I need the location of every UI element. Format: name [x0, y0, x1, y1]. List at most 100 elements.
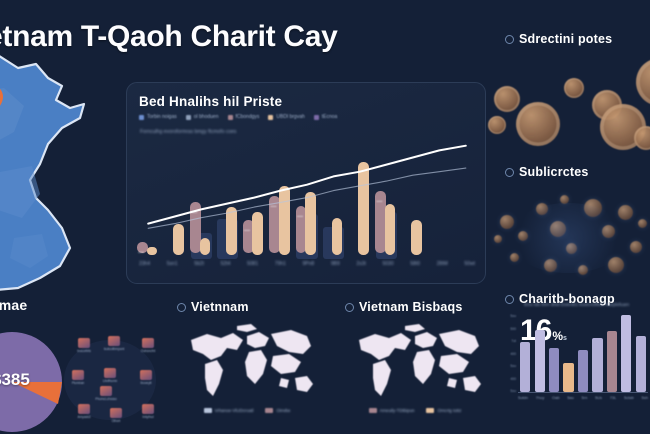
node-icon	[500, 215, 514, 229]
network-node[interactable]: Iboveplt	[134, 370, 158, 385]
legend-label: fCbondgys	[235, 114, 260, 120]
node-network-diagram[interactable]: Inocorlirts Isutcollbmpunt Ouhsncfnt Plumba…	[60, 330, 160, 430]
map-legend-item-1[interactable]: Omcrtg tottz	[426, 408, 461, 413]
map-legend-item-0[interactable]: Vrhanoe-VlUDcroatl	[203, 408, 253, 413]
coin-icon	[634, 126, 650, 150]
main-chart-panel[interactable]: Bed Hnalihs hil Priste Torbin noigas ol b…	[126, 82, 486, 284]
coins-section-heading: Sdrectini potes	[505, 32, 612, 46]
x-axis-tick: 7huy	[535, 395, 545, 400]
donut-pie-chart[interactable]	[0, 330, 64, 434]
donation-stat-unit: %	[552, 329, 563, 343]
donation-bar[interactable]	[577, 349, 589, 392]
location-pin-icon[interactable]	[0, 84, 3, 118]
network-node-label: Inocorlirts	[77, 349, 91, 353]
network-node[interactable]: Othert	[104, 408, 128, 423]
coin-icon	[494, 86, 520, 112]
sub-illustration	[488, 185, 650, 285]
legend-item-3[interactable]: UBDl brgvah	[268, 114, 305, 120]
network-node[interactable]: PhumcLchssso	[94, 386, 118, 401]
network-node-icon	[142, 338, 154, 348]
map-legend-item-0[interactable]: Ameuily-TDtbipun	[368, 408, 414, 413]
chart-bar-mauve[interactable]	[295, 205, 307, 253]
legend-item-1[interactable]: ol bhoduen	[185, 114, 219, 120]
legend-swatch-icon	[368, 408, 377, 413]
glow-decoration	[508, 203, 628, 273]
x-axis-tick: 5sh	[641, 395, 648, 400]
world-map-2-graphic	[345, 320, 485, 402]
legend-swatch-icon	[265, 408, 274, 413]
chart-bar-tan[interactable]	[331, 217, 343, 255]
donation-chart-x-axis: 5utdn 7huy Oab 5au 5rn 5Us 73L 5ctab 5sh	[518, 395, 648, 400]
chart-bar-tan[interactable]	[358, 162, 369, 255]
axis-baseline	[518, 392, 648, 393]
legend-item-0[interactable]: Torbin noigas	[139, 114, 177, 120]
chart-bar-tan[interactable]	[278, 185, 290, 255]
chart-bar-mauve[interactable]	[242, 220, 254, 253]
donation-bar[interactable]	[606, 331, 618, 392]
donation-bar[interactable]	[635, 336, 646, 392]
x-axis-tick: 5rn	[581, 395, 588, 400]
x-axis-tick: 9Pn8	[302, 261, 315, 267]
chart-bar-tan[interactable]	[226, 207, 237, 255]
donation-bar[interactable]	[621, 315, 632, 392]
legend-label: Oinvbe	[276, 408, 291, 413]
node-icon	[518, 231, 528, 241]
network-node-label: Amyastct	[77, 415, 91, 419]
network-node-label: Imtyfnut	[142, 415, 154, 419]
chart-bar-tan[interactable]	[173, 223, 184, 255]
network-node[interactable]: Isutcollbmpunt	[102, 336, 126, 351]
network-node-label: Iboveplt	[140, 381, 152, 385]
bottom-left-heading: bmae	[0, 297, 28, 313]
legend-label: ol bhoduen	[193, 114, 219, 120]
node-icon	[584, 199, 602, 217]
map-legend-item-1[interactable]: Oinvbe	[265, 408, 290, 413]
donation-bar[interactable]	[592, 337, 603, 392]
chart-bar-mauve[interactable]	[375, 190, 386, 253]
chart-bar-mauve[interactable]	[190, 202, 201, 253]
legend-item-2[interactable]: fCbondgys	[227, 114, 260, 120]
world-map-1-title: Vietnnam	[191, 300, 249, 314]
network-node[interactable]: Amyastct	[72, 404, 96, 419]
donation-chart-card[interactable]: 5Ou tdu thrn dnid Dotvott1 bustcnoflsot …	[496, 300, 650, 434]
donation-bar[interactable]	[520, 342, 531, 392]
chart-bar-label: ••••	[138, 250, 145, 256]
node-icon	[550, 221, 566, 237]
x-axis-tick: 52t4	[220, 261, 231, 267]
network-node-label: PhumcLchssso	[95, 397, 117, 401]
main-chart-x-axis: 23h4 5sn1 5b2t 52t4 5081 79h1 9Pn8 9B9 2s3t 5030 5…	[135, 261, 479, 267]
world-map-1-graphic	[177, 320, 317, 402]
chart-bar-tan[interactable]	[411, 220, 422, 255]
network-node[interactable]: Imtyfnut	[136, 404, 160, 419]
chart-bar-tan[interactable]	[305, 191, 316, 255]
donation-bar[interactable]	[548, 348, 560, 392]
chart-bar-tan[interactable]	[384, 203, 396, 255]
legend-label: tEcnoa	[321, 114, 338, 120]
chart-bar-mauve[interactable]	[269, 196, 280, 253]
node-icon	[602, 225, 615, 238]
sub-section-heading: Sublicrctes	[505, 165, 589, 179]
donation-bar[interactable]	[563, 363, 574, 392]
chart-bar-tan[interactable]	[252, 211, 264, 255]
donation-chart-y-axis: 5ou 500 7ut 400 5ou 400 5ou	[500, 314, 516, 393]
chart-bar-label: ••••	[244, 228, 251, 234]
chart-bar-tan[interactable]	[146, 247, 158, 255]
x-axis-tick: 50wt	[464, 261, 475, 267]
vietnam-map-panel[interactable]	[0, 52, 119, 292]
donation-bar[interactable]	[534, 329, 545, 392]
world-map-card-2[interactable]: Vietnam Bisbaqs Ameuily-TDtbipun Omcrtg t…	[331, 296, 496, 434]
network-node[interactable]: Inocorlirts	[72, 338, 96, 353]
network-node[interactable]: Ouhsncfnt	[136, 338, 160, 353]
main-chart-subtitle: Fornculhg evoroformras bmgy ftcmofo coes	[140, 129, 237, 135]
chart-bar-tan[interactable]	[199, 237, 211, 255]
network-node[interactable]: Litvlfhomn	[98, 368, 122, 383]
world-map-1-legend: Vrhanoe-VlUDcroatl Oinvbe	[177, 408, 317, 413]
world-map-card-1[interactable]: Vietnnam Vrhanoe-VlUDcroatl Oinvbe	[163, 296, 328, 434]
legend-item-4[interactable]: tEcnoa	[313, 114, 338, 120]
x-axis-tick: 9B9	[330, 261, 340, 267]
y-axis-tick: 5ou	[510, 389, 516, 393]
y-axis-tick: 400	[510, 376, 516, 381]
chart-bar-mauve[interactable]	[137, 242, 148, 253]
network-node[interactable]: Plumban	[66, 370, 90, 385]
network-node-icon	[72, 370, 84, 380]
